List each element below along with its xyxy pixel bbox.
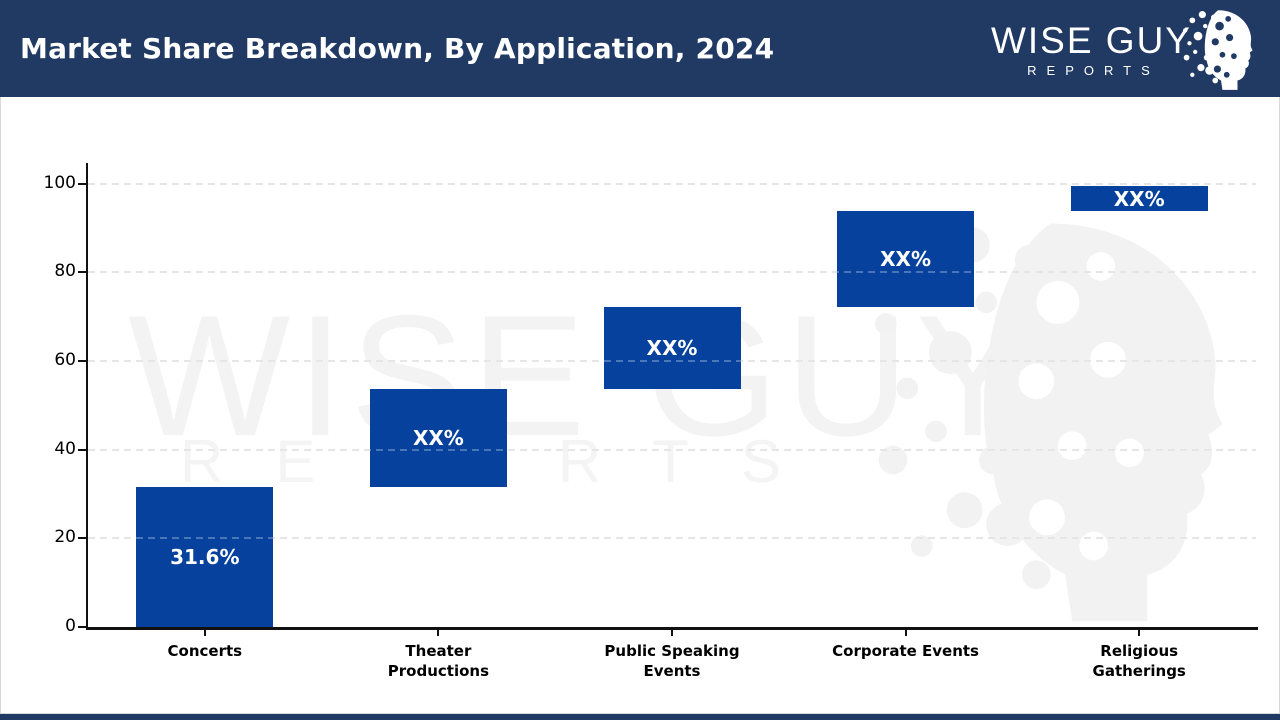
- wise-guy-logo: WISE GUY REPORTS: [991, 5, 1264, 93]
- y-tick: [78, 626, 86, 628]
- y-tick-label: 80: [54, 261, 76, 282]
- gridline-overlay: [88, 537, 1256, 540]
- y-tick-label: 40: [54, 438, 76, 459]
- x-category-label: Theater Productions: [387, 642, 489, 681]
- x-tick: [437, 630, 440, 636]
- plot-area: 0 20 40 60 80 100 31.6% Concerts XX% Theater Prod…: [44, 163, 1258, 680]
- gridline-overlay: [88, 182, 1256, 185]
- bar-value-label: XX%: [880, 247, 932, 272]
- bar: 31.6%: [136, 486, 274, 627]
- y-tick: [78, 182, 86, 185]
- gridline-overlay: [88, 360, 1256, 363]
- bar: XX%: [1070, 186, 1208, 212]
- y-tick-label: 20: [54, 527, 76, 548]
- bar-value-label: XX%: [646, 336, 698, 361]
- y-tick-label: 100: [43, 172, 76, 193]
- y-tick: [78, 271, 86, 274]
- x-category-label: Public Speaking Events: [604, 642, 740, 681]
- x-tick: [203, 630, 206, 636]
- gridline-overlay: [88, 271, 1256, 274]
- x-tick: [671, 630, 673, 636]
- watermark-layer: WISE GUY REPORTS: [0, 97, 1280, 714]
- x-tick: [1138, 630, 1141, 636]
- bar: XX%: [369, 388, 507, 487]
- y-tick: [78, 537, 86, 540]
- header-band: Market Share Breakdown, By Application, …: [0, 0, 1280, 97]
- y-tick: [78, 360, 86, 363]
- page-title: Market Share Breakdown, By Application, …: [20, 32, 775, 65]
- logo-wordmark: WISE GUY: [990, 20, 1192, 61]
- bar-value-label: 31.6%: [170, 544, 240, 569]
- watermark-wordmark: WISE GUY: [128, 280, 1037, 472]
- gridline: [88, 448, 1256, 451]
- logo-text: WISE GUY REPORTS: [991, 20, 1192, 78]
- bar-value-label: XX%: [1113, 186, 1165, 211]
- x-category-label: Religious Gatherings: [1092, 642, 1186, 681]
- gridline: [88, 537, 1256, 540]
- gridline: [88, 271, 1256, 274]
- bar: XX%: [603, 307, 741, 389]
- bar-value-label: XX%: [412, 425, 464, 450]
- bar: XX%: [837, 211, 975, 308]
- y-axis-spine: [86, 163, 88, 629]
- x-category-label: Corporate Events: [832, 642, 979, 660]
- gridline: [88, 182, 1256, 185]
- y-tick-label: 0: [65, 616, 76, 636]
- x-axis-spine: [86, 627, 1258, 630]
- footer-bar: [0, 714, 1280, 720]
- dotted-head-icon: [1183, 10, 1253, 90]
- y-tick: [78, 448, 86, 451]
- y-tick-label: 60: [54, 350, 76, 371]
- gridline-overlay: [88, 448, 1256, 451]
- x-category-label: Concerts: [167, 642, 243, 660]
- logo-subtitle: REPORTS: [1027, 63, 1160, 78]
- x-tick: [904, 630, 907, 636]
